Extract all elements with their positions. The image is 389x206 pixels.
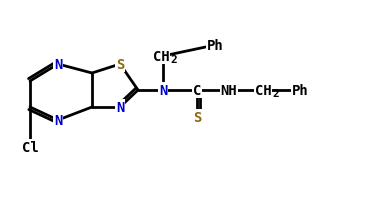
Text: C: C [193, 84, 201, 97]
Text: Ph: Ph [292, 84, 308, 97]
Text: N: N [159, 84, 167, 97]
Text: N: N [54, 58, 62, 72]
Text: CH: CH [255, 84, 272, 97]
Text: 2: 2 [170, 55, 177, 65]
Text: Cl: Cl [22, 140, 39, 154]
Text: N: N [116, 101, 124, 115]
Text: N: N [54, 114, 62, 127]
Text: 2: 2 [272, 89, 279, 98]
Text: S: S [116, 58, 124, 72]
Text: NH: NH [221, 84, 237, 97]
Text: CH: CH [152, 50, 169, 64]
Text: Ph: Ph [207, 39, 223, 53]
Text: S: S [193, 110, 201, 124]
